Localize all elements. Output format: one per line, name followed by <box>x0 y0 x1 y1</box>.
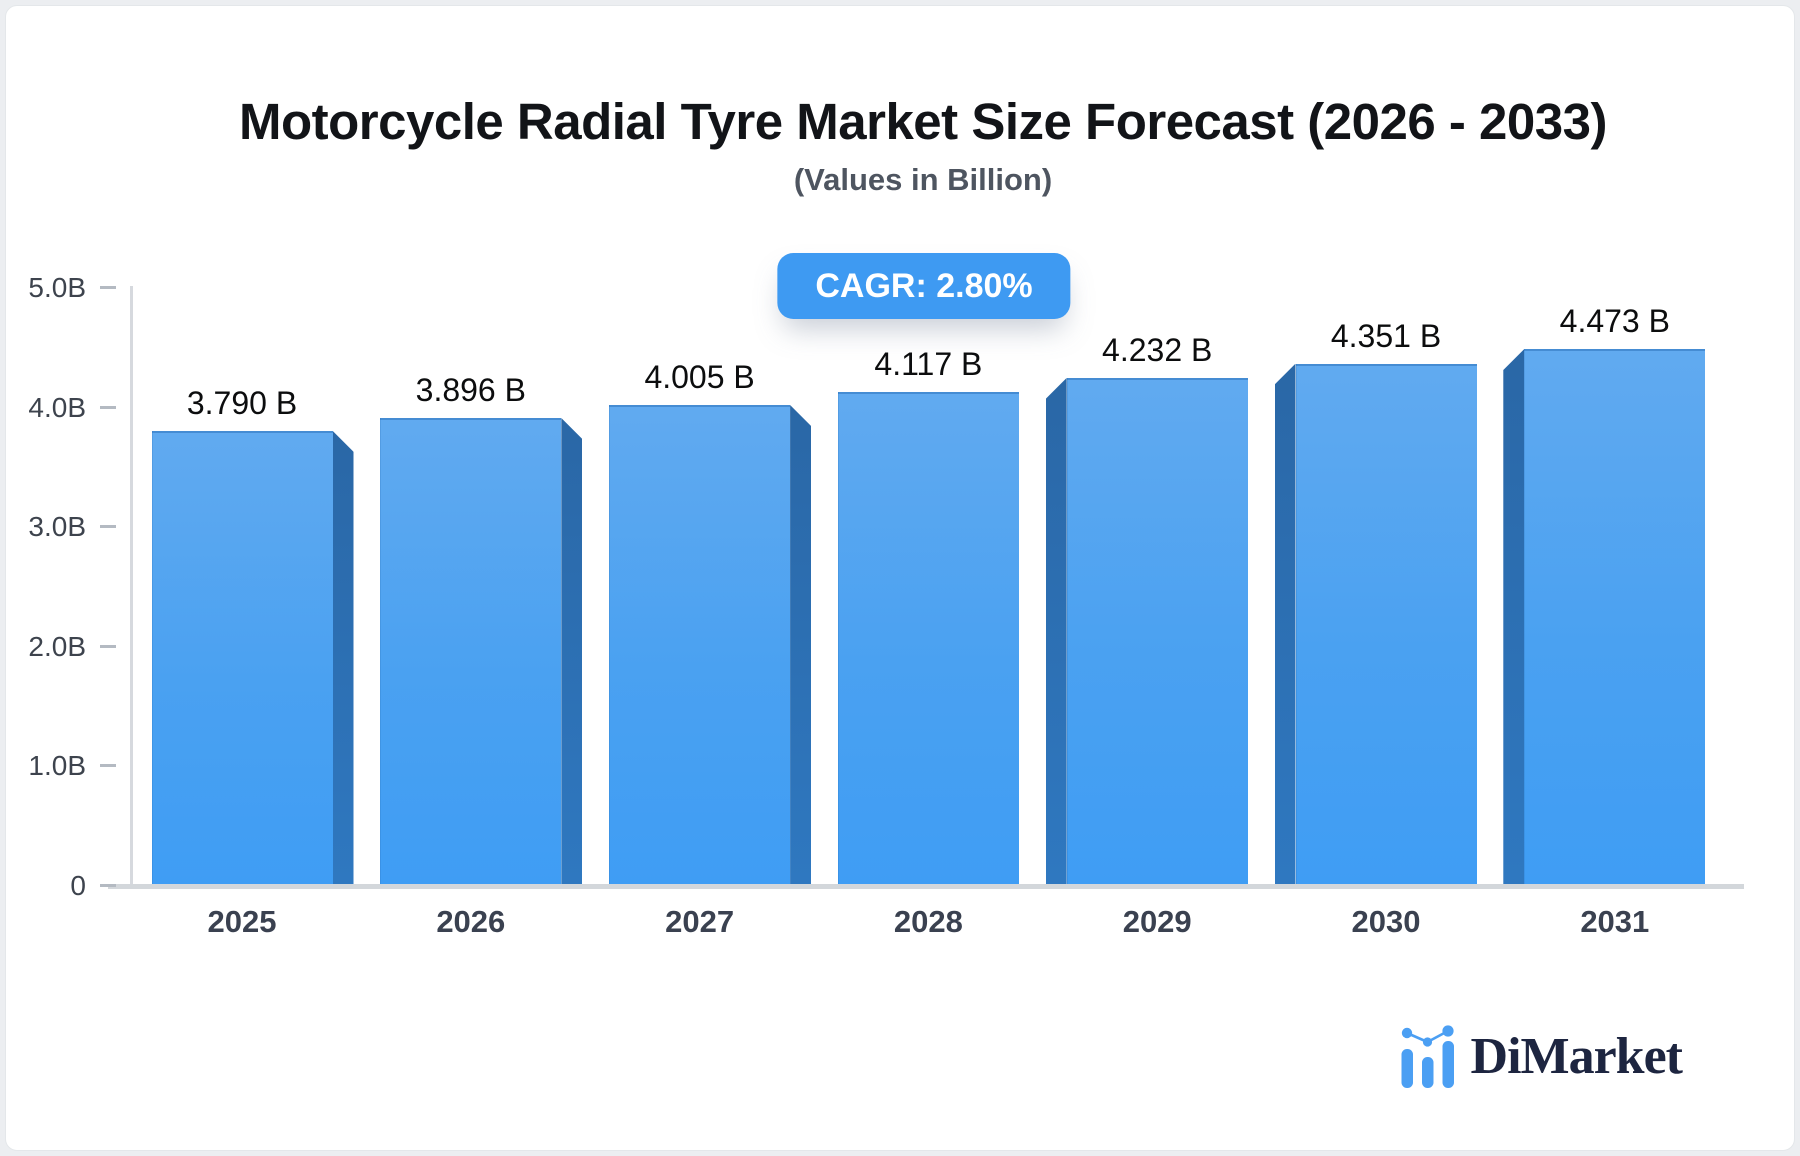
bar-3d-side <box>1045 377 1067 884</box>
bar-value-label: 4.005 B <box>644 359 755 396</box>
bar-value-label: 4.232 B <box>1102 331 1213 368</box>
dimarket-logo[interactable]: DiMarket <box>1399 1024 1683 1090</box>
bar-value-label: 4.351 B <box>1330 317 1442 354</box>
y-axis-tick-label: 5.0B <box>28 272 86 303</box>
y-axis-tick-mark <box>100 286 116 289</box>
bar-3d-side <box>1274 363 1296 884</box>
bar-3d-side <box>561 418 583 884</box>
bar-2025[interactable] <box>151 430 354 884</box>
cagr-badge: CAGR: 2.80% <box>777 253 1071 319</box>
bar-face <box>837 391 1019 884</box>
y-axis-tick-mark <box>100 644 116 648</box>
y-axis-tick-label: 4.0B <box>28 391 86 423</box>
bar-value-label: 3.790 B <box>186 384 298 421</box>
x-axis-label: 2028 <box>893 904 963 939</box>
bar-face <box>1524 349 1706 884</box>
bar-3d-side <box>1503 349 1525 884</box>
x-axis-label: 2026 <box>436 904 506 939</box>
y-axis-tick-label: 0 <box>70 870 86 901</box>
chart-subtitle: (Values in Billion) <box>793 162 1053 197</box>
bar-2030[interactable] <box>1274 363 1477 884</box>
chart-title: Motorcycle Radial Tyre Market Size Forec… <box>239 93 1608 150</box>
bar-value-label: 4.473 B <box>1559 303 1670 340</box>
y-axis-tick-label: 2.0B <box>28 630 86 662</box>
bar-2031[interactable] <box>1503 349 1706 884</box>
y-axis-tick-mark <box>100 764 116 768</box>
y-axis-tick-label: 3.0B <box>28 511 86 543</box>
x-axis-label: 2029 <box>1122 904 1192 939</box>
y-axis-tick-mark <box>100 525 116 529</box>
logo-text: DiMarket <box>1470 1028 1683 1085</box>
x-axis-label: 2025 <box>207 904 277 939</box>
y-axis-tick-mark <box>100 884 116 887</box>
bar-3d-side <box>332 430 354 884</box>
bar-face <box>151 430 333 884</box>
x-axis-label: 2031 <box>1580 904 1650 939</box>
bar-2026[interactable] <box>380 418 583 884</box>
x-axis-label: 2030 <box>1351 904 1421 939</box>
y-axis-line <box>130 286 133 886</box>
x-axis-label: 2027 <box>665 904 735 939</box>
bar-2028[interactable] <box>837 391 1019 884</box>
y-axis-tick-mark <box>100 405 116 409</box>
bar-2029[interactable] <box>1045 377 1248 884</box>
x-axis-baseline <box>108 884 1744 889</box>
bar-face <box>380 418 562 884</box>
bar-face <box>1295 363 1477 884</box>
bar-3d-side <box>790 405 812 884</box>
bar-face <box>609 405 791 884</box>
bar-chart-logo-icon <box>1399 1024 1457 1090</box>
y-axis-tick-label: 1.0B <box>28 750 86 782</box>
bar-face <box>1066 377 1248 884</box>
bar-value-label: 3.896 B <box>415 372 526 409</box>
bar-2027[interactable] <box>609 405 812 884</box>
bar-value-label: 4.117 B <box>874 345 983 382</box>
